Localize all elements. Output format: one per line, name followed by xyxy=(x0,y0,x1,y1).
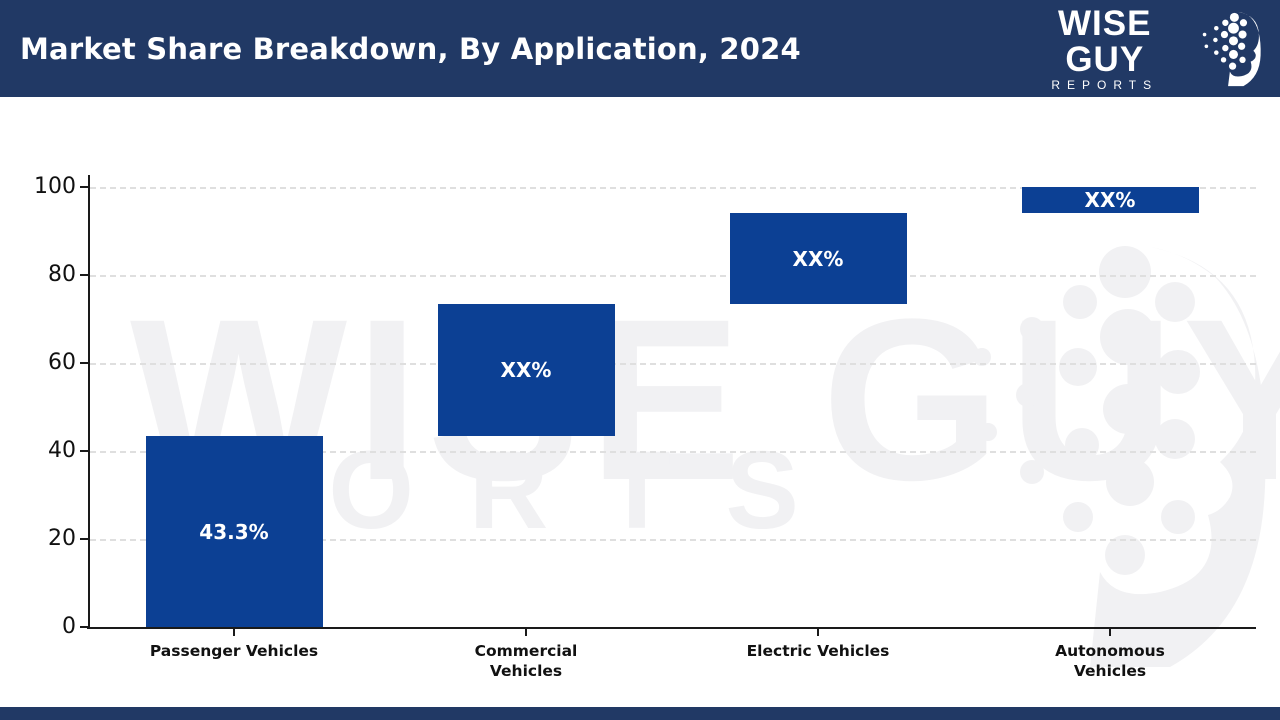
gridline-100 xyxy=(90,187,1256,189)
logo-wordmark: WISE GUY xyxy=(1058,4,1152,79)
logo-subtitle: REPORTS xyxy=(1051,78,1159,92)
logo-text: WISE GUY REPORTS xyxy=(1022,4,1187,93)
y-tick-label-0: 0 xyxy=(62,614,76,639)
bar-value-label: XX% xyxy=(500,358,552,383)
y-tick-label-20: 20 xyxy=(48,526,76,551)
wise-guy-logo: WISE GUY REPORTS xyxy=(1022,6,1262,92)
logo-head-icon xyxy=(1203,11,1262,87)
x-tick-mark xyxy=(525,629,527,636)
y-tick-label-80: 80 xyxy=(48,262,76,287)
y-tick-mark xyxy=(80,538,88,540)
gridline-60 xyxy=(90,363,1256,365)
x-category-label-3: Electric Vehicles xyxy=(746,642,890,660)
x-tick-mark xyxy=(817,629,819,636)
y-tick-mark xyxy=(80,186,88,188)
y-tick-label-60: 60 xyxy=(48,350,76,375)
y-tick-label-100: 100 xyxy=(34,174,76,199)
x-tick-mark xyxy=(233,629,235,636)
gridline-80 xyxy=(90,275,1256,277)
x-axis-spine xyxy=(87,627,1256,629)
bar-value-label: 43.3% xyxy=(199,519,269,544)
bar-value-label: XX% xyxy=(792,246,844,271)
bar-2: XX% xyxy=(437,304,615,437)
y-tick-mark xyxy=(80,626,88,628)
bar-4: XX% xyxy=(1021,187,1199,214)
bar-value-label: XX% xyxy=(1084,188,1136,213)
y-tick-mark xyxy=(80,450,88,452)
header-bar: Market Share Breakdown, By Application, … xyxy=(0,0,1280,97)
bar-1: 43.3% xyxy=(145,436,323,627)
x-category-label-4: Autonomous Vehicles xyxy=(1055,642,1165,680)
watermark-head-icon xyxy=(973,246,1266,667)
plot-area: 0 20 40 60 80 100 43.3% Passenger Vehicles XX% Co… xyxy=(0,97,1280,707)
bar-3: XX% xyxy=(729,213,907,305)
x-category-label-2: Commercial Vehicles xyxy=(474,642,578,680)
y-tick-label-40: 40 xyxy=(48,438,76,463)
y-tick-mark xyxy=(80,362,88,364)
page-title: Market Share Breakdown, By Application, … xyxy=(20,31,801,66)
gridline-40 xyxy=(90,451,1256,453)
footer-bar xyxy=(0,707,1280,720)
x-tick-mark xyxy=(1109,629,1111,636)
gridline-20 xyxy=(90,539,1256,541)
chart-canvas: WISE GUY PORTS 0 20 40 60 80 100 43.3% Passenge… xyxy=(0,97,1280,707)
y-axis-spine xyxy=(88,175,90,628)
x-category-label-1: Passenger Vehicles xyxy=(149,642,319,660)
y-tick-mark xyxy=(80,274,88,276)
